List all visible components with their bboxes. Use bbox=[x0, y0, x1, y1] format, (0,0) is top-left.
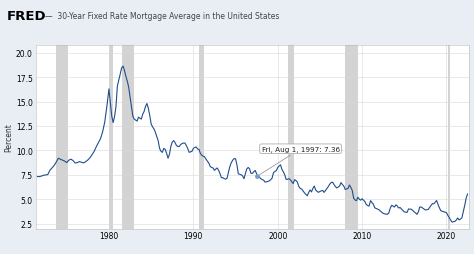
Bar bbox=[56, 46, 68, 229]
Bar bbox=[345, 46, 358, 229]
Text: Fri, Aug 1, 1997: 7.36: Fri, Aug 1, 1997: 7.36 bbox=[260, 146, 340, 175]
Bar bbox=[288, 46, 294, 229]
Bar bbox=[448, 46, 450, 229]
Bar bbox=[122, 46, 134, 229]
Y-axis label: Percent: Percent bbox=[4, 123, 13, 152]
Text: FRED: FRED bbox=[7, 10, 47, 23]
Bar bbox=[199, 46, 204, 229]
Bar bbox=[109, 46, 113, 229]
Text: —  30-Year Fixed Rate Mortgage Average in the United States: — 30-Year Fixed Rate Mortgage Average in… bbox=[45, 12, 279, 21]
